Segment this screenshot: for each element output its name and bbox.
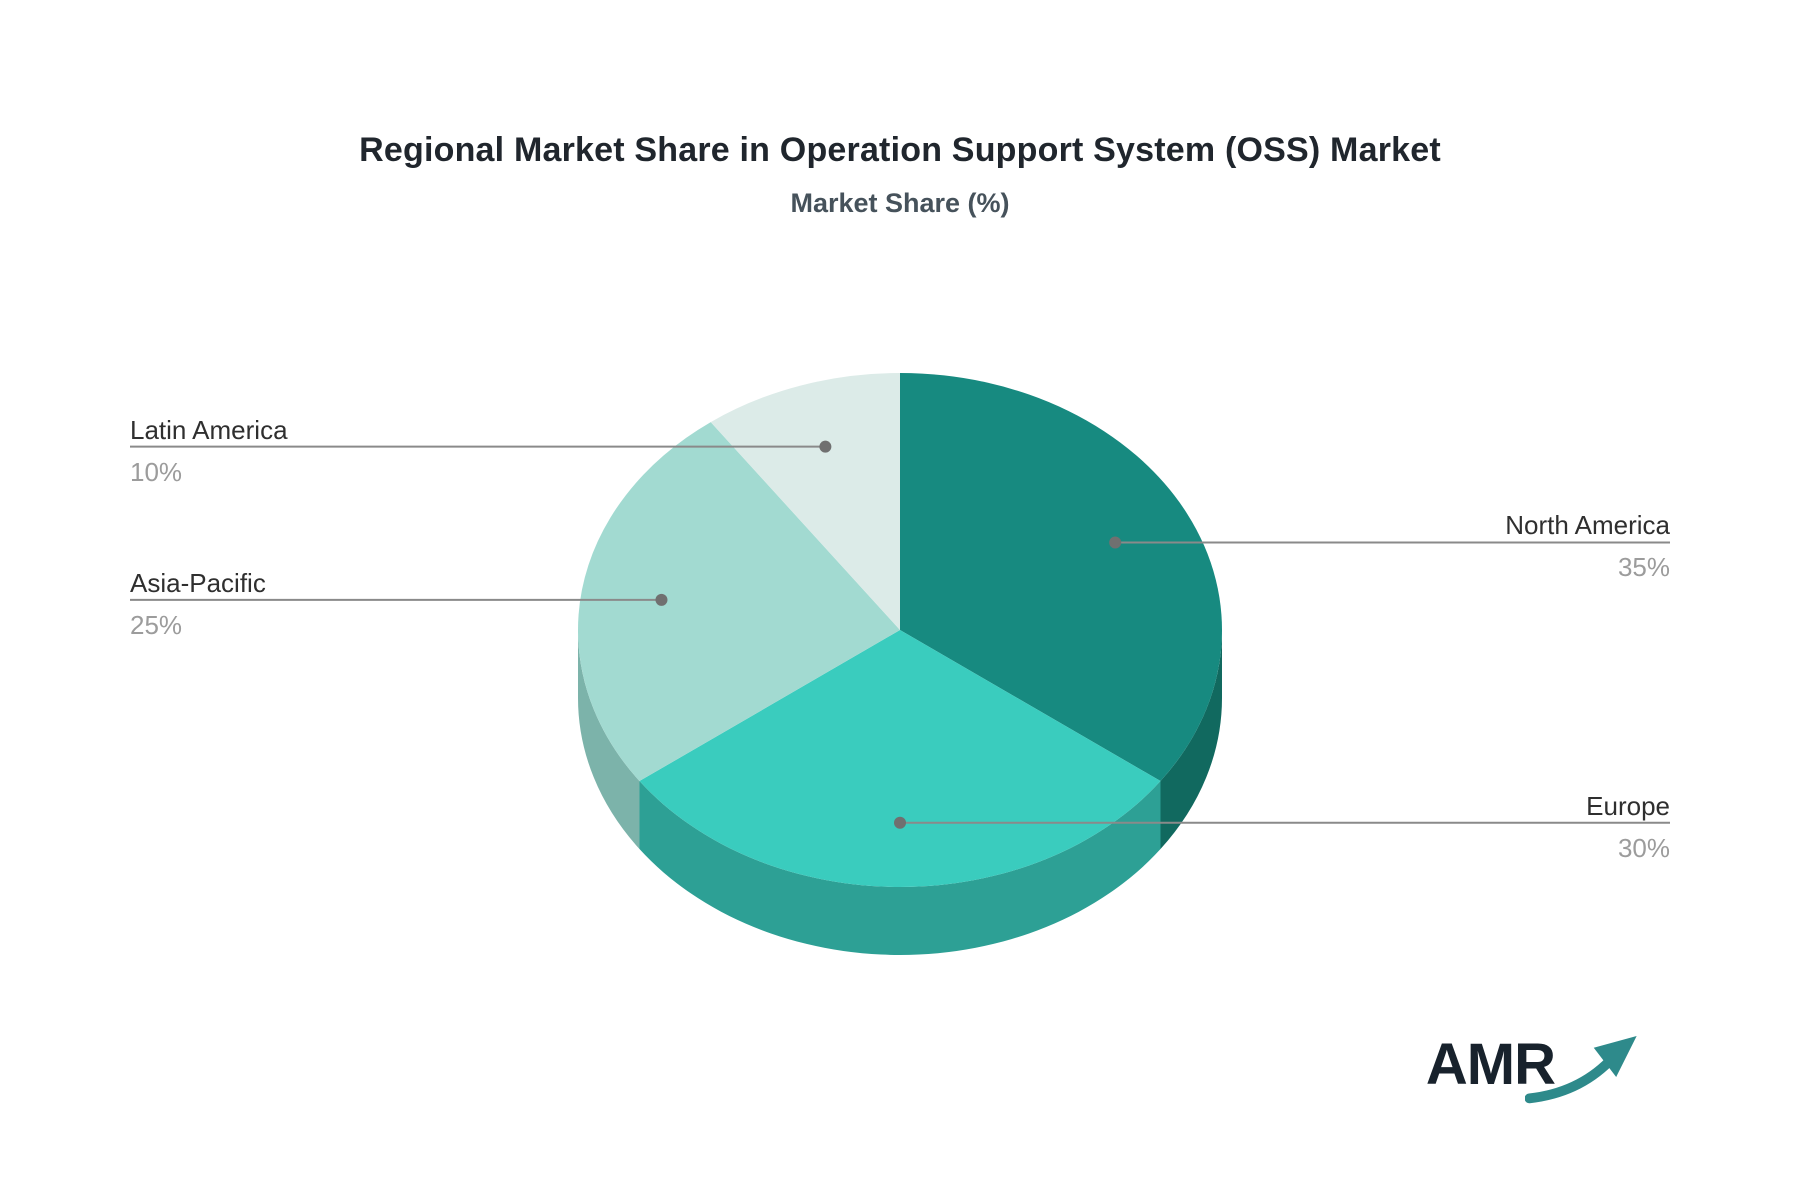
amr-logo: AMR [1426, 1030, 1643, 1114]
slice-side-europe [639, 781, 1161, 956]
slice-label-name: North America [1505, 510, 1670, 541]
connector-dot-asia-pacific [655, 593, 668, 606]
slice-asia-pacific[interactable] [578, 422, 900, 782]
slice-label-percent: 10% [130, 456, 183, 487]
slice-side-north-america [1160, 630, 1222, 850]
connector-dot-latin-america [819, 440, 832, 453]
label-latin-america: Latin America 10% [130, 415, 288, 487]
chart-title: Regional Market Share in Operation Suppo… [359, 131, 1441, 169]
slice-north-america[interactable] [900, 373, 1222, 782]
slice-label-name: Europe [1586, 790, 1670, 821]
chart-subtitle: Market Share (%) [790, 188, 1010, 218]
connector-dot-europe [894, 816, 906, 829]
label-north-america: North America 35% [1505, 510, 1670, 582]
connector-dot-north-america [1109, 536, 1122, 549]
amr-logo-arrow-icon [1525, 1036, 1637, 1104]
label-europe: Europe 30% [1586, 791, 1670, 863]
slice-label-percent: 30% [1617, 832, 1670, 863]
label-asia-pacific: Asia-Pacific 25% [130, 568, 266, 640]
slice-latin-america[interactable] [710, 373, 900, 630]
slice-label-percent: 25% [130, 609, 183, 640]
slice-label-name: Asia-Pacific [130, 567, 266, 598]
amr-logo-text: AMR [1425, 1032, 1556, 1097]
slice-label-percent: 35% [1617, 552, 1670, 583]
slice-side-asia-pacific [578, 630, 640, 850]
slice-label-name: Latin America [130, 414, 288, 445]
